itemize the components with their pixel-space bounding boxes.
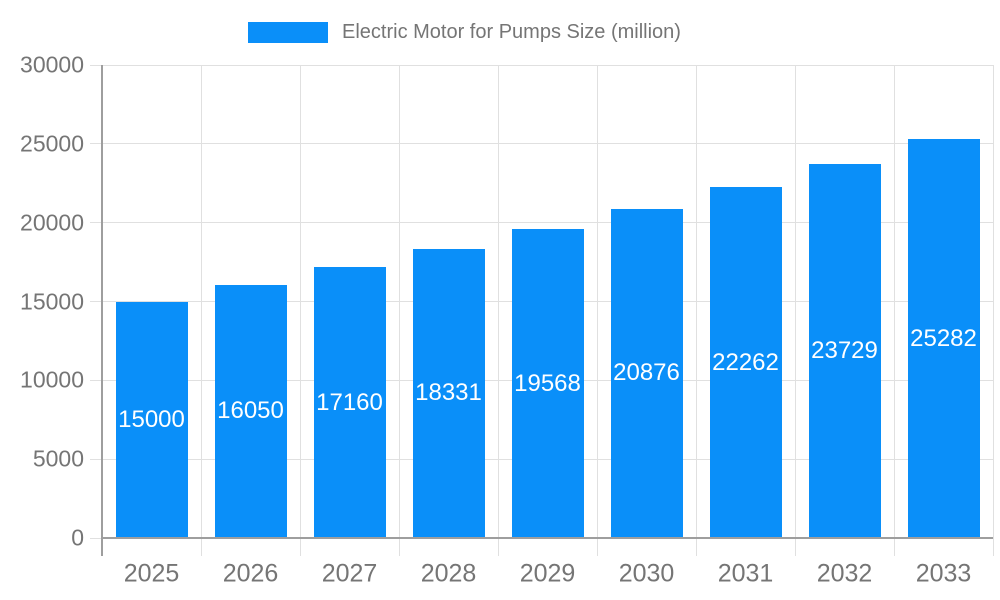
y-axis-label: 10000 <box>20 366 84 393</box>
bar <box>610 208 683 538</box>
legend-swatch <box>248 22 328 43</box>
bar <box>115 301 188 538</box>
x-axis-label: 2030 <box>618 559 675 588</box>
y-axis-tick <box>90 301 102 302</box>
x-axis-label: 2026 <box>222 559 279 588</box>
x-gridline <box>200 65 202 538</box>
y-axis-line <box>101 65 103 556</box>
bar <box>907 139 980 538</box>
bar <box>214 284 287 538</box>
x-axis-tick <box>794 538 796 556</box>
y-gridline <box>102 143 993 145</box>
bar-value-label: 25282 <box>910 324 977 352</box>
bar-value-label: 15000 <box>118 405 185 433</box>
x-axis-label: 2033 <box>915 559 972 588</box>
x-gridline <box>695 65 697 538</box>
y-axis-label: 20000 <box>20 209 84 236</box>
x-gridline <box>596 65 598 538</box>
x-gridline <box>794 65 796 538</box>
bar <box>511 229 584 538</box>
y-axis-label: 25000 <box>20 130 84 157</box>
x-axis-label: 2032 <box>816 559 873 588</box>
x-axis-tick <box>893 538 895 556</box>
x-gridline <box>992 65 994 538</box>
x-axis-line <box>102 537 993 539</box>
bar <box>709 187 782 538</box>
bar <box>313 267 386 538</box>
bar <box>412 248 485 538</box>
y-axis-label: 5000 <box>32 445 84 472</box>
chart-legend: Electric Motor for Pumps Size (million) <box>248 21 681 43</box>
x-gridline <box>398 65 400 538</box>
y-axis-label: 15000 <box>20 288 84 314</box>
y-axis-tick <box>90 379 102 381</box>
x-axis-label: 2025 <box>123 559 180 588</box>
y-axis-tick <box>90 537 102 539</box>
x-axis-label: 2027 <box>321 559 378 588</box>
bar-value-label: 17160 <box>316 388 383 416</box>
y-axis-tick <box>90 143 102 145</box>
bar-value-label: 23729 <box>811 336 878 364</box>
y-axis-label: 30000 <box>20 51 84 78</box>
x-axis-tick <box>596 538 598 556</box>
y-axis-tick <box>90 222 102 224</box>
y-gridline <box>102 64 993 66</box>
x-axis-label: 2028 <box>420 559 477 588</box>
bar-value-label: 22262 <box>712 348 779 376</box>
bar <box>808 163 881 538</box>
x-gridline <box>893 65 895 538</box>
bar-value-label: 20876 <box>613 359 680 387</box>
y-axis-tick <box>90 64 102 66</box>
bar-value-label: 16050 <box>217 397 284 425</box>
x-axis-tick <box>695 538 697 556</box>
x-axis-label: 2031 <box>717 559 774 588</box>
y-gridline <box>102 222 993 224</box>
x-axis-tick <box>200 538 202 556</box>
x-axis-tick <box>497 538 499 556</box>
x-axis-tick <box>398 538 400 556</box>
x-axis-tick <box>992 538 994 556</box>
y-axis-label: 0 <box>71 524 84 551</box>
x-axis-tick <box>299 538 301 556</box>
bar-value-label: 19568 <box>514 369 581 397</box>
bar-value-label: 18331 <box>415 379 482 407</box>
legend-label: Electric Motor for Pumps Size (million) <box>342 21 681 43</box>
x-axis-label: 2029 <box>519 559 576 588</box>
x-gridline <box>299 65 301 538</box>
y-axis-tick <box>90 458 102 460</box>
x-gridline <box>497 65 499 538</box>
